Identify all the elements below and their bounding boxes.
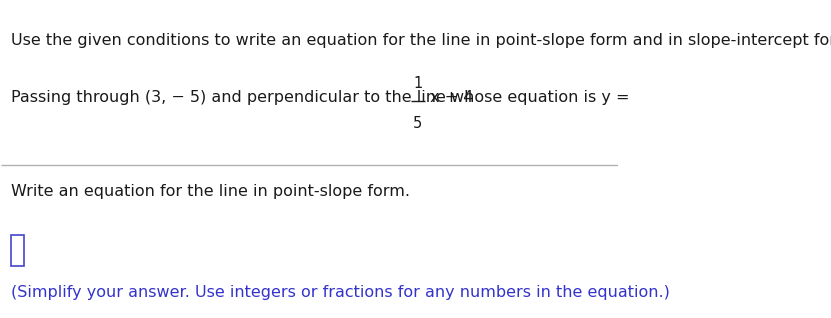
Text: 5: 5 [413,116,422,131]
Text: 1: 1 [413,76,422,91]
Text: Write an equation for the line in point-slope form.: Write an equation for the line in point-… [11,184,410,199]
FancyBboxPatch shape [11,235,24,266]
Text: Passing through (3, − 5) and perpendicular to the line whose equation is y =: Passing through (3, − 5) and perpendicul… [11,90,634,105]
Text: (Simplify your answer. Use integers or fractions for any numbers in the equation: (Simplify your answer. Use integers or f… [11,285,670,300]
Text: Use the given conditions to write an equation for the line in point-slope form a: Use the given conditions to write an equ… [11,33,831,48]
Text: x + 4: x + 4 [430,90,473,105]
